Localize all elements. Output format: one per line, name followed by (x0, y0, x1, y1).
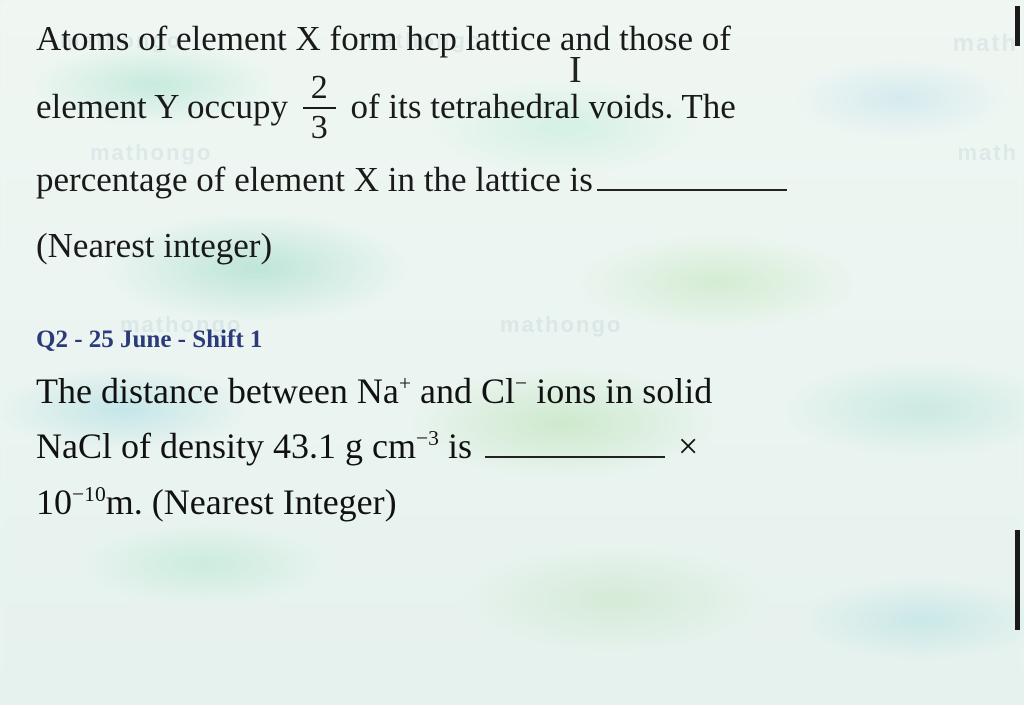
q2-l1c: ions in solid (527, 371, 712, 411)
q1-line-3: percentage of element X in the lattice i… (36, 147, 996, 214)
fraction-numerator: 2 (303, 71, 336, 109)
q2-l3b: m. (Nearest Integer) (106, 482, 397, 522)
q2-l2a: NaCl of density 43.1 g cm (36, 426, 416, 466)
text-cursor-icon: I (569, 48, 582, 92)
q2-l2b: is (439, 426, 481, 466)
q2-l1a: The distance between Na (36, 371, 399, 411)
question-1: Atoms of element X form hcp lattice and … (36, 6, 996, 280)
q2-l3a: 10 (36, 482, 72, 522)
q2-l1b: and Cl (411, 371, 515, 411)
answer-blank[interactable] (485, 426, 665, 458)
q1-line-3a: percentage of element X in the lattice i… (36, 160, 593, 199)
q1-line-2: element Y occupy 23 of its tetrahedral v… (36, 73, 996, 147)
q2-l2c: × (669, 426, 698, 466)
question-2: The distance between Na+ and Cl− ions in… (36, 364, 996, 531)
q1-line-2b: of its tetrahedral voids. The (342, 87, 736, 126)
ten-exp-sup: −10 (72, 482, 106, 506)
na-charge-sup: + (399, 371, 411, 395)
q1-line-4: (Nearest integer) (36, 213, 996, 280)
page-content: Atoms of element X form hcp lattice and … (0, 0, 1024, 531)
cl-charge-sup: − (515, 371, 527, 395)
page-edge-mark (1015, 6, 1020, 46)
answer-blank[interactable] (597, 159, 787, 191)
fraction-denominator: 3 (303, 109, 336, 145)
q2-line-2: NaCl of density 43.1 g cm−3 is × (36, 419, 996, 475)
q2-line-1: The distance between Na+ and Cl− ions in… (36, 364, 996, 420)
question-2-label: Q2 - 25 June - Shift 1 (36, 326, 996, 354)
cm-exp-sup: −3 (416, 426, 439, 450)
q1-line-2a: element Y occupy (36, 87, 297, 126)
q1-line-1: Atoms of element X form hcp lattice and … (36, 6, 996, 73)
fraction-two-thirds: 23 (303, 71, 336, 145)
page-edge-mark (1015, 530, 1020, 630)
q2-line-3: 10−10m. (Nearest Integer) (36, 475, 996, 531)
